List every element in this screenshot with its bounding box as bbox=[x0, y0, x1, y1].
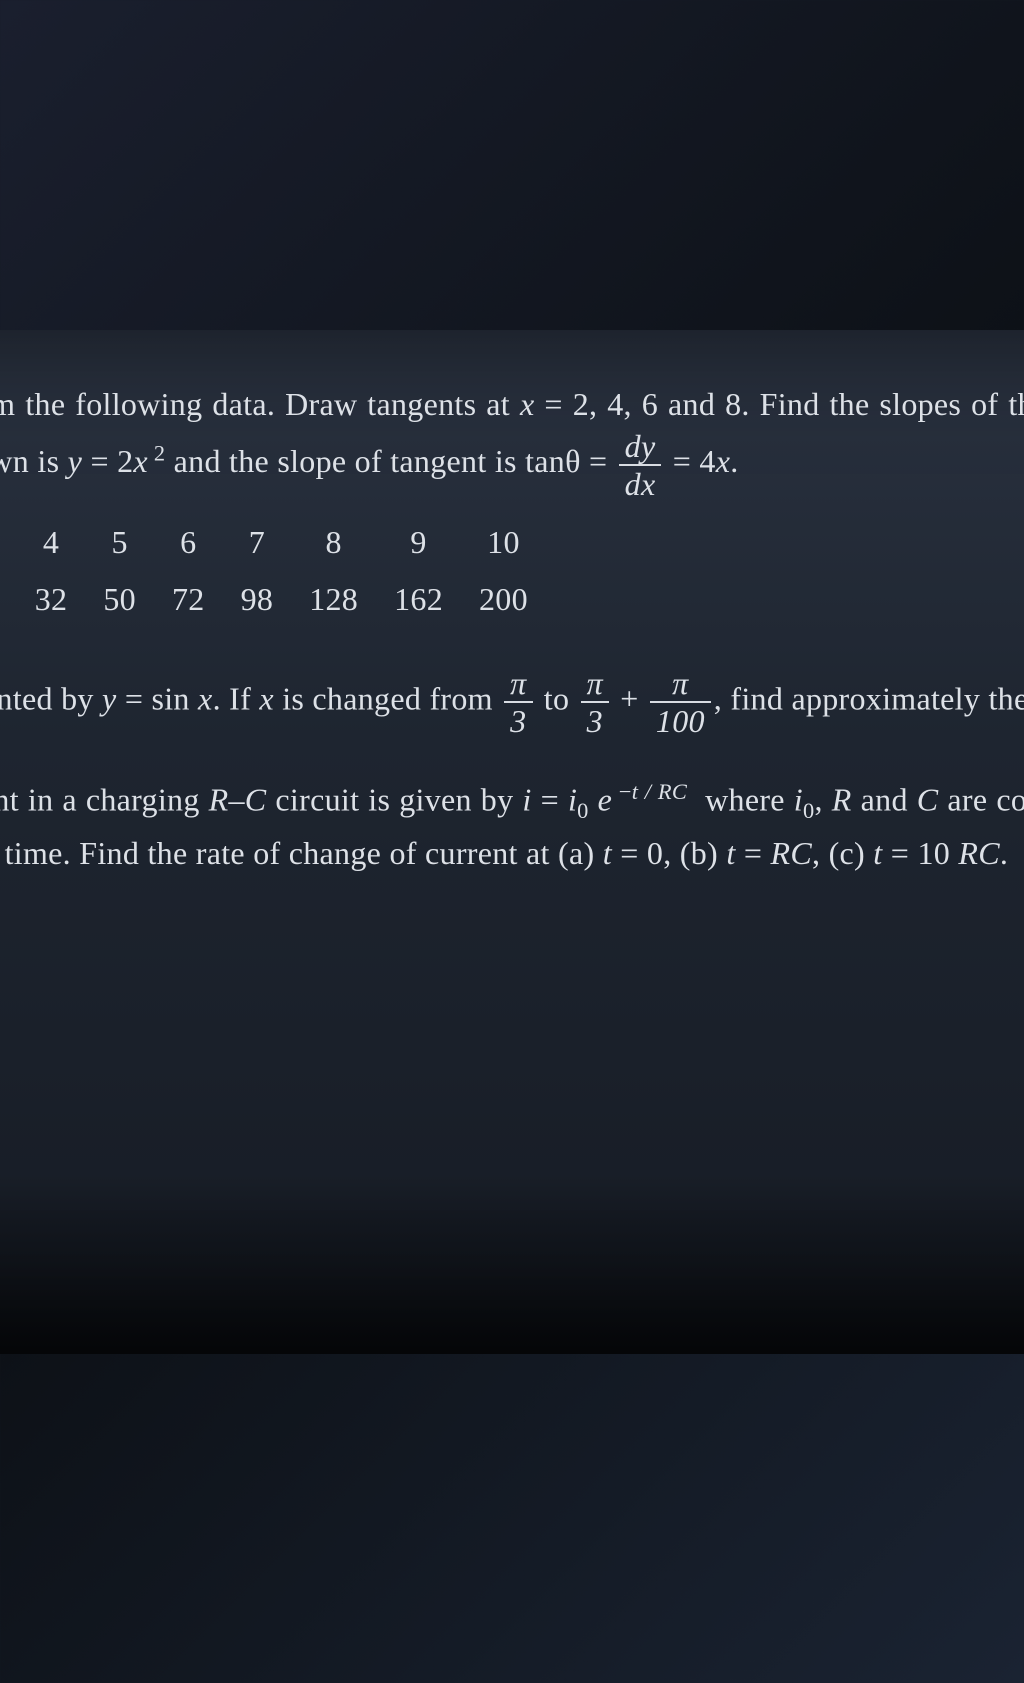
p20-line1: Draw a graph from the following data. Dr… bbox=[0, 386, 1024, 479]
cell: 128 bbox=[291, 571, 376, 629]
cell: 7 bbox=[223, 514, 292, 572]
cell: 8 bbox=[291, 514, 376, 572]
cell: 6 bbox=[154, 514, 223, 572]
table-row: x 1 2 3 4 5 6 7 8 9 10 bbox=[0, 514, 546, 572]
cell: 5 bbox=[85, 514, 154, 572]
shadow-gradient bbox=[0, 1174, 1024, 1354]
problem-22: 22. The electric current in a charging R… bbox=[0, 775, 1024, 878]
cell: 18 bbox=[0, 571, 17, 629]
p20-data-table: x 1 2 3 4 5 6 7 8 9 10 y 2 8 18 bbox=[0, 514, 546, 629]
cell: 4 bbox=[17, 514, 86, 572]
cell: 200 bbox=[461, 571, 546, 629]
problem-body-20: Draw a graph from the following data. Dr… bbox=[0, 380, 1024, 629]
problem-20: 20. Draw a graph from the following data… bbox=[0, 380, 1024, 629]
problem-body-21: A curve is represented by y = sin x. If … bbox=[0, 667, 1024, 737]
table-row: y 2 8 18 32 50 72 98 128 162 200 bbox=[0, 571, 546, 629]
problem-21: 21. A curve is represented by y = sin x.… bbox=[0, 667, 1024, 737]
page-content: 20. Draw a graph from the following data… bbox=[0, 330, 1024, 1354]
cell: 3 bbox=[0, 514, 17, 572]
problem-body-22: The electric current in a charging R–C c… bbox=[0, 775, 1024, 878]
cell: 98 bbox=[223, 571, 292, 629]
cell: 72 bbox=[154, 571, 223, 629]
cell: 10 bbox=[461, 514, 546, 572]
cell: 32 bbox=[17, 571, 86, 629]
cell: 50 bbox=[85, 571, 154, 629]
cell: 9 bbox=[376, 514, 461, 572]
cell: 162 bbox=[376, 571, 461, 629]
